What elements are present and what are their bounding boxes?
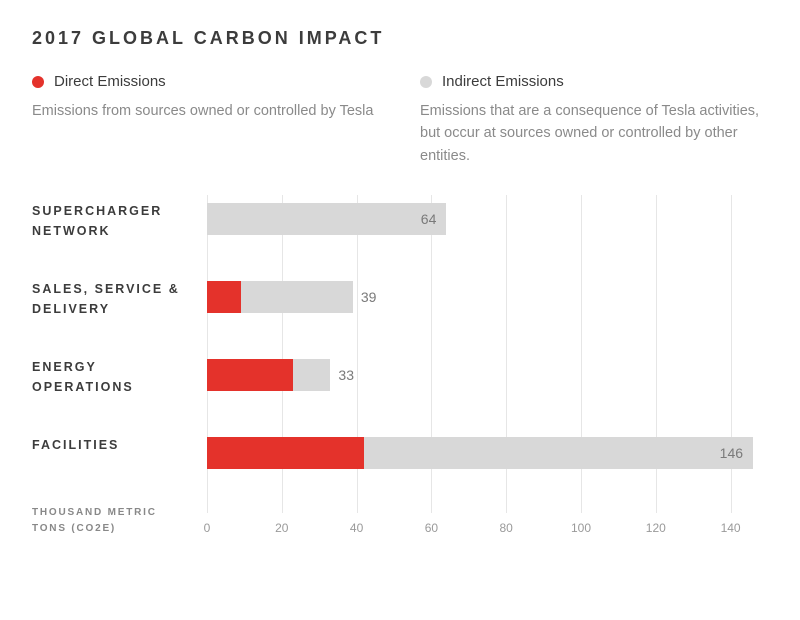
legend-direct-desc: Emissions from sources owned or controll… bbox=[32, 100, 380, 122]
row-label: SUPERCHARGER NETWORK bbox=[32, 201, 197, 241]
legend: Direct Emissions Emissions from sources … bbox=[32, 73, 768, 167]
row-label: SALES, SERVICE & DELIVERY bbox=[32, 279, 197, 319]
row-label: FACILITIES bbox=[32, 435, 197, 455]
x-tick: 0 bbox=[204, 521, 211, 535]
legend-indirect: Indirect Emissions Emissions that are a … bbox=[420, 73, 768, 167]
bar-direct bbox=[207, 359, 293, 391]
legend-direct-label: Direct Emissions bbox=[54, 73, 166, 90]
x-tick: 20 bbox=[275, 521, 288, 535]
x-tick: 80 bbox=[500, 521, 513, 535]
legend-indirect-desc: Emissions that are a consequence of Tesl… bbox=[420, 100, 768, 167]
bar-value: 64 bbox=[207, 203, 446, 235]
x-tick: 100 bbox=[571, 521, 591, 535]
x-tick: 120 bbox=[646, 521, 666, 535]
row-label: ENERGY OPERATIONS bbox=[32, 357, 197, 397]
legend-dot-direct bbox=[32, 76, 44, 88]
legend-direct: Direct Emissions Emissions from sources … bbox=[32, 73, 380, 167]
x-tick: 60 bbox=[425, 521, 438, 535]
bar-value: 33 bbox=[330, 359, 354, 391]
x-tick: 40 bbox=[350, 521, 363, 535]
bar-direct bbox=[207, 281, 241, 313]
legend-dot-indirect bbox=[420, 76, 432, 88]
bar-value: 39 bbox=[353, 281, 377, 313]
axis-label: THOUSAND METRIC TONS (CO2e) bbox=[32, 505, 192, 537]
page-title: 2017 GLOBAL CARBON IMPACT bbox=[32, 28, 768, 49]
legend-indirect-label: Indirect Emissions bbox=[442, 73, 564, 90]
chart: SUPERCHARGER NETWORK SALES, SERVICE & DEL… bbox=[32, 195, 768, 535]
bar-value: 146 bbox=[207, 437, 753, 469]
x-tick: 140 bbox=[721, 521, 741, 535]
